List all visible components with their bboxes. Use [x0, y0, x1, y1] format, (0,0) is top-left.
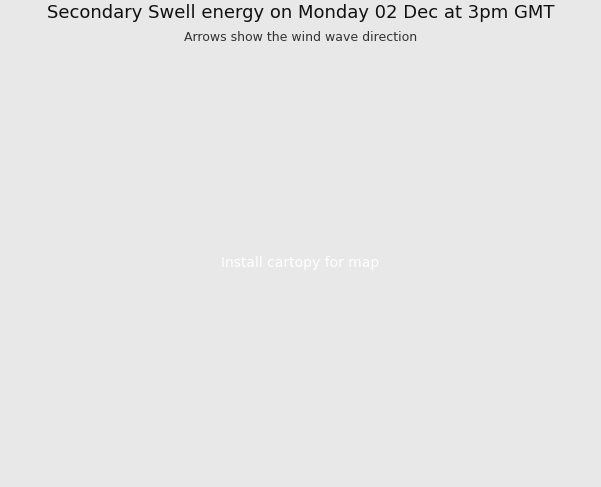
Text: Install cartopy for map: Install cartopy for map [221, 256, 380, 270]
Text: Arrows show the wind wave direction: Arrows show the wind wave direction [184, 31, 417, 43]
Text: Secondary Swell energy on Monday 02 Dec at 3pm GMT: Secondary Swell energy on Monday 02 Dec … [47, 4, 554, 22]
